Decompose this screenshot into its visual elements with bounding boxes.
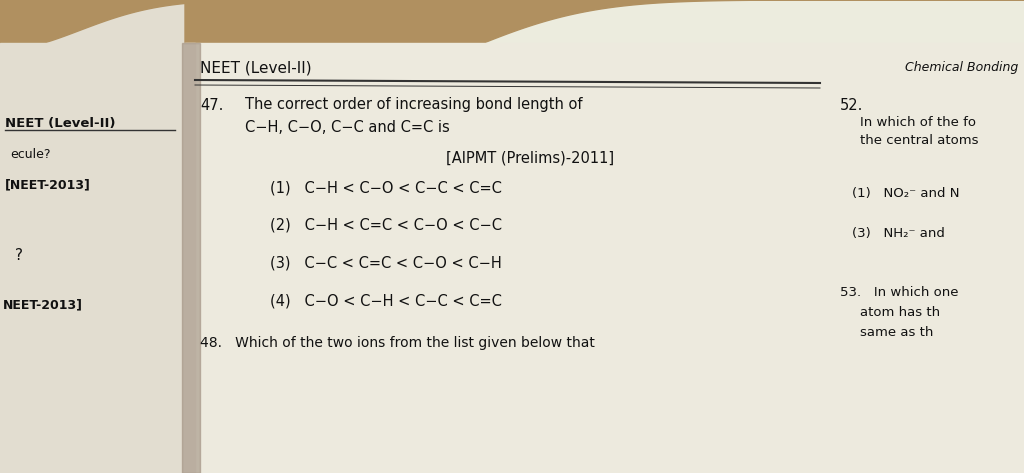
Text: [NEET-2013]: [NEET-2013] — [5, 178, 91, 192]
Bar — [200, 0, 800, 113]
Text: 52.: 52. — [840, 97, 863, 113]
Text: (1)   C−H < C−O < C−C < C=C: (1) C−H < C−O < C−C < C=C — [270, 181, 502, 195]
Text: C−H, C−O, C−C and C=C is: C−H, C−O, C−C and C=C is — [245, 121, 450, 135]
Bar — [0, 43, 195, 473]
Text: The correct order of increasing bond length of: The correct order of increasing bond len… — [245, 97, 583, 113]
Text: NEET-2013]: NEET-2013] — [3, 298, 83, 312]
Text: In which of the fo: In which of the fo — [860, 116, 976, 130]
Text: 53.   In which one: 53. In which one — [840, 287, 958, 299]
Text: (2)   C−H < C=C < C−O < C−C: (2) C−H < C=C < C−O < C−C — [270, 218, 502, 233]
Text: (3)   C−C < C=C < C−O < C−H: (3) C−C < C=C < C−O < C−H — [270, 255, 502, 271]
Text: (1)   NO₂⁻ and N: (1) NO₂⁻ and N — [852, 186, 959, 200]
Polygon shape — [185, 0, 1024, 81]
Text: ecule?: ecule? — [10, 149, 50, 161]
Polygon shape — [0, 0, 195, 50]
Bar — [185, 43, 1024, 473]
Text: 47.: 47. — [200, 97, 223, 113]
Text: ?: ? — [15, 247, 23, 263]
Text: 48.   Which of the two ions from the list given below that: 48. Which of the two ions from the list … — [200, 336, 595, 350]
Text: NEET (Level-II): NEET (Level-II) — [200, 61, 311, 76]
Text: atom has th: atom has th — [860, 307, 940, 319]
Bar — [0, 0, 195, 473]
Bar — [182, 43, 200, 473]
Text: the central atoms: the central atoms — [860, 134, 979, 148]
Text: same as th: same as th — [860, 326, 933, 340]
Text: NEET (Level-II): NEET (Level-II) — [5, 116, 116, 130]
Text: (4)   C−O < C−H < C−C < C=C: (4) C−O < C−H < C−C < C=C — [270, 294, 502, 308]
Bar — [0, 0, 1024, 93]
Text: (3)   NH₂⁻ and: (3) NH₂⁻ and — [852, 227, 945, 239]
Bar — [185, 0, 1024, 473]
Text: Chemical Bonding: Chemical Bonding — [905, 61, 1018, 75]
Text: [AIPMT (Prelims)-2011]: [AIPMT (Prelims)-2011] — [445, 150, 614, 166]
